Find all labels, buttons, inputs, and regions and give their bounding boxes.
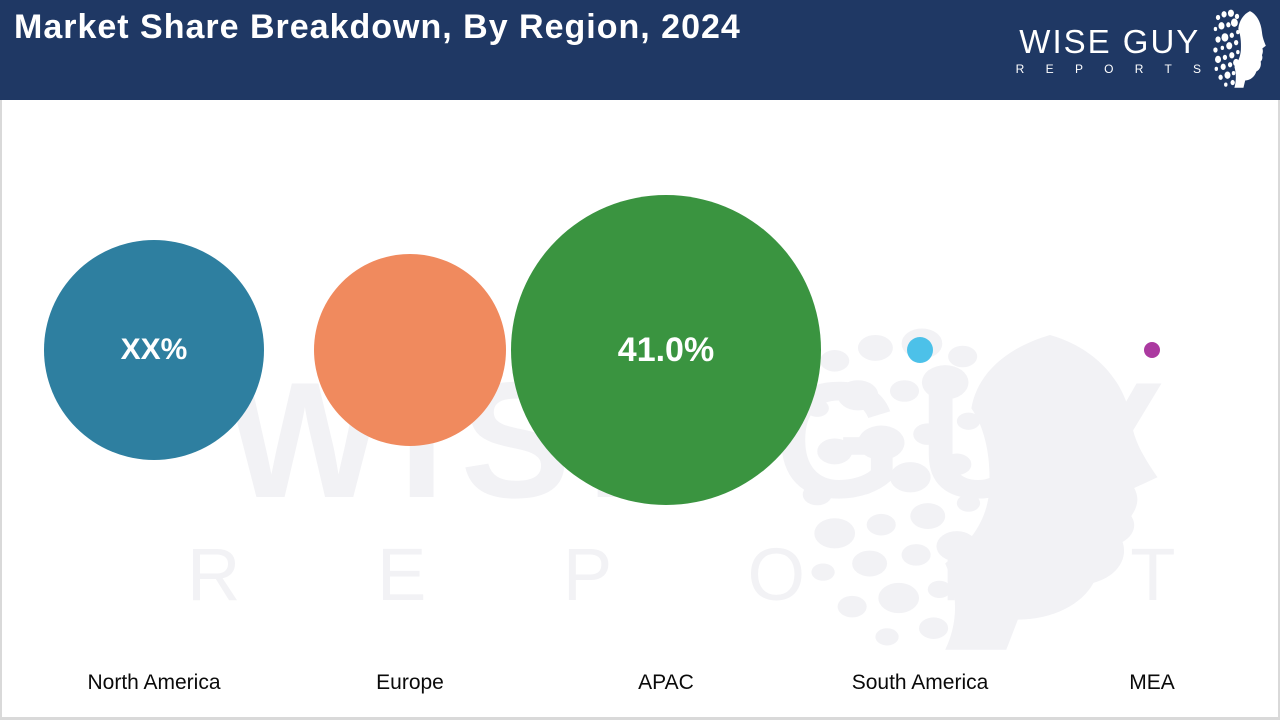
- category-label-north-america: North America: [87, 671, 221, 694]
- bubble-apac: 41.0%: [511, 195, 821, 505]
- category-label-apac: APAC: [638, 671, 694, 694]
- category-label-mea: MEA: [1129, 671, 1175, 694]
- bubble-south-america: [907, 337, 933, 363]
- page-title: Market Share Breakdown, By Region, 2024: [14, 8, 741, 46]
- logo-wordmark-line2: R E P O R T S: [1015, 61, 1210, 76]
- bubble-europe: [314, 254, 506, 446]
- wiseguy-face-icon: [1212, 8, 1268, 92]
- logo-wordmark-line1: WISE GUY: [1019, 22, 1201, 60]
- header: Market Share Breakdown, By Region, 2024 …: [0, 0, 1280, 100]
- bubble-north-america: XX%: [44, 240, 264, 460]
- wiseguy-logo: WISE GUY R E P O R T S: [1010, 2, 1268, 98]
- category-label-south-america: South America: [851, 671, 989, 694]
- bubble-north-america-value: XX%: [120, 333, 188, 366]
- category-label-europe: Europe: [376, 671, 444, 694]
- watermark-text-line2: R E P O R T S: [187, 533, 1280, 616]
- bubble-mea: [1144, 342, 1160, 358]
- logo-wordmark: WISE GUY R E P O R T S: [1010, 25, 1210, 76]
- watermark-face-icon: [794, 322, 1172, 667]
- bubble-apac-value: 41.0%: [617, 330, 715, 369]
